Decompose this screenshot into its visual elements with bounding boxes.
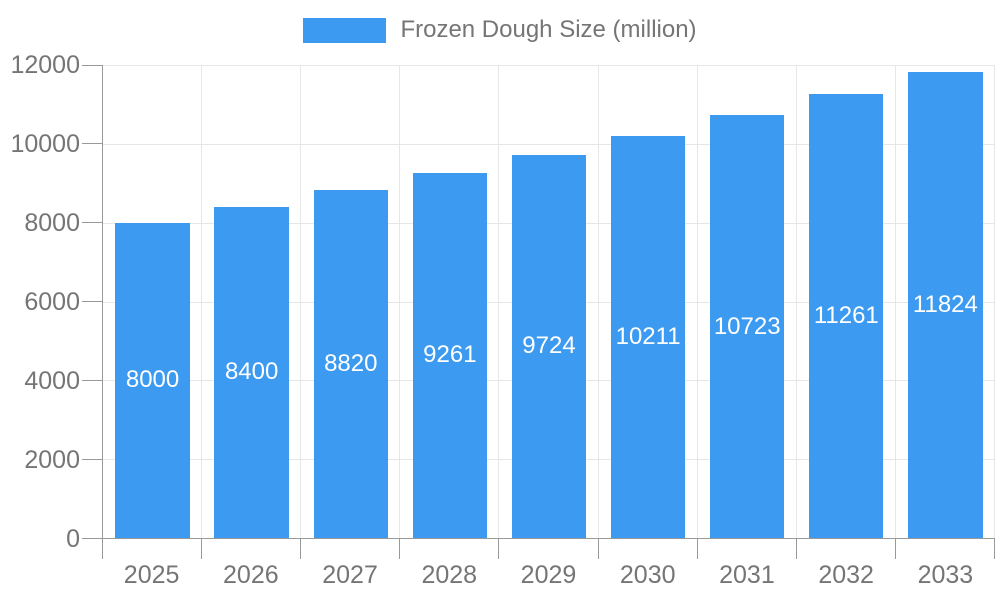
x-axis-tick-mark (201, 539, 203, 559)
bar-value-label: 10723 (713, 312, 781, 340)
bar-category-cell: 9724 (499, 65, 598, 538)
vertical-gridline (498, 65, 500, 538)
x-axis-tick-mark (300, 539, 302, 559)
y-axis-tick-label: 0 (66, 524, 80, 553)
x-axis-tick-label: 2025 (123, 561, 180, 589)
bar-value-label: 8400 (224, 358, 279, 386)
x-axis-tick-label: 2029 (520, 561, 577, 589)
chart-bar[interactable]: 10211 (610, 135, 686, 538)
x-axis-tick-label: 2032 (818, 561, 874, 589)
chart-bar[interactable]: 11261 (809, 94, 884, 538)
chart-bar[interactable]: 8000 (115, 222, 190, 538)
x-axis-tick-mark (994, 539, 995, 559)
x-axis-tick-label: 2031 (719, 561, 775, 589)
x-axis-tick-label: 2028 (421, 561, 478, 589)
chart-bar[interactable]: 10723 (710, 115, 785, 538)
bar-value-label: 11261 (813, 302, 879, 330)
chart-bar[interactable]: 8820 (313, 190, 388, 538)
y-axis-tick-mark (82, 458, 102, 460)
bar-value-label: 10211 (615, 322, 681, 350)
chart-bar[interactable]: 11824 (908, 71, 983, 538)
vertical-gridline (399, 65, 401, 538)
y-axis-tick-mark (82, 143, 102, 145)
bar-category-cell: 9261 (400, 65, 499, 538)
x-axis-tick-label: 2027 (322, 561, 378, 589)
bar-value-label: 8820 (324, 350, 378, 378)
bar-value-label: 9724 (522, 332, 576, 360)
bar-category-cell: 8400 (202, 65, 301, 538)
y-axis-tick-label: 2000 (24, 445, 80, 474)
bar-category-cell: 10723 (698, 65, 797, 538)
x-axis-tick-label: 2030 (619, 561, 676, 589)
legend: Frozen Dough Size (million) (0, 16, 1000, 44)
chart-bar[interactable]: 9724 (511, 154, 587, 538)
y-axis-labels: 0 2000 4000 6000 8000 10000 12000 (0, 51, 80, 552)
bar-category-cell: 8000 (103, 65, 202, 538)
chart-bar[interactable]: 9261 (412, 172, 488, 538)
y-axis-tick-mark (82, 379, 102, 381)
x-axis-tick-mark (696, 539, 698, 559)
y-axis-tick-mark (82, 537, 102, 539)
y-axis-tick-label: 12000 (10, 50, 80, 79)
bar-value-label: 11824 (912, 290, 978, 318)
vertical-gridline (201, 65, 203, 538)
x-axis-tick-mark (894, 539, 896, 559)
vertical-gridline (696, 65, 698, 538)
y-axis-tick-label: 6000 (24, 287, 80, 316)
bar-category-cell: 10211 (599, 65, 698, 538)
y-axis-tick-label: 8000 (24, 208, 80, 237)
bar-category-cell: 11824 (896, 65, 995, 538)
y-axis-tick-mark (82, 222, 102, 224)
bar-value-label: 8000 (125, 366, 180, 394)
y-axis-tick-mark (82, 64, 102, 66)
vertical-gridline (300, 65, 302, 538)
vertical-gridline (894, 65, 896, 538)
x-axis-tick-mark (597, 539, 599, 559)
plot-area: 8000 8400 8820 9261 9724 10211 10723 11261 11824 (82, 64, 995, 559)
x-axis-tick-mark (498, 539, 500, 559)
vertical-gridline (994, 65, 995, 538)
chart-bar[interactable]: 8400 (214, 206, 289, 538)
y-axis-tick-mark (82, 301, 102, 302)
vertical-gridline (597, 65, 599, 538)
legend-item-frozen-dough-size[interactable]: Frozen Dough Size (million) (303, 16, 697, 44)
vertical-gridline (795, 65, 797, 538)
x-axis-tick-mark (102, 539, 103, 559)
x-axis-tick-mark (795, 539, 797, 559)
x-axis-labels: 2025 2026 2027 2028 2029 2030 2031 2032 2033 (102, 560, 995, 592)
legend-swatch (303, 17, 387, 43)
bar-category-cell: 8820 (301, 65, 400, 538)
x-axis-tick-label: 2026 (223, 561, 279, 589)
bar-value-label: 9261 (423, 341, 477, 369)
x-axis-tick-label: 2033 (917, 561, 974, 589)
horizontal-gridline (103, 65, 995, 66)
bar-category-cell: 11261 (797, 65, 896, 538)
y-axis-tick-label: 10000 (10, 129, 80, 158)
y-axis-tick-label: 4000 (24, 366, 80, 395)
legend-label: Frozen Dough Size (million) (400, 16, 697, 43)
horizontal-gridline (103, 143, 995, 145)
x-axis-tick-mark (399, 539, 401, 559)
